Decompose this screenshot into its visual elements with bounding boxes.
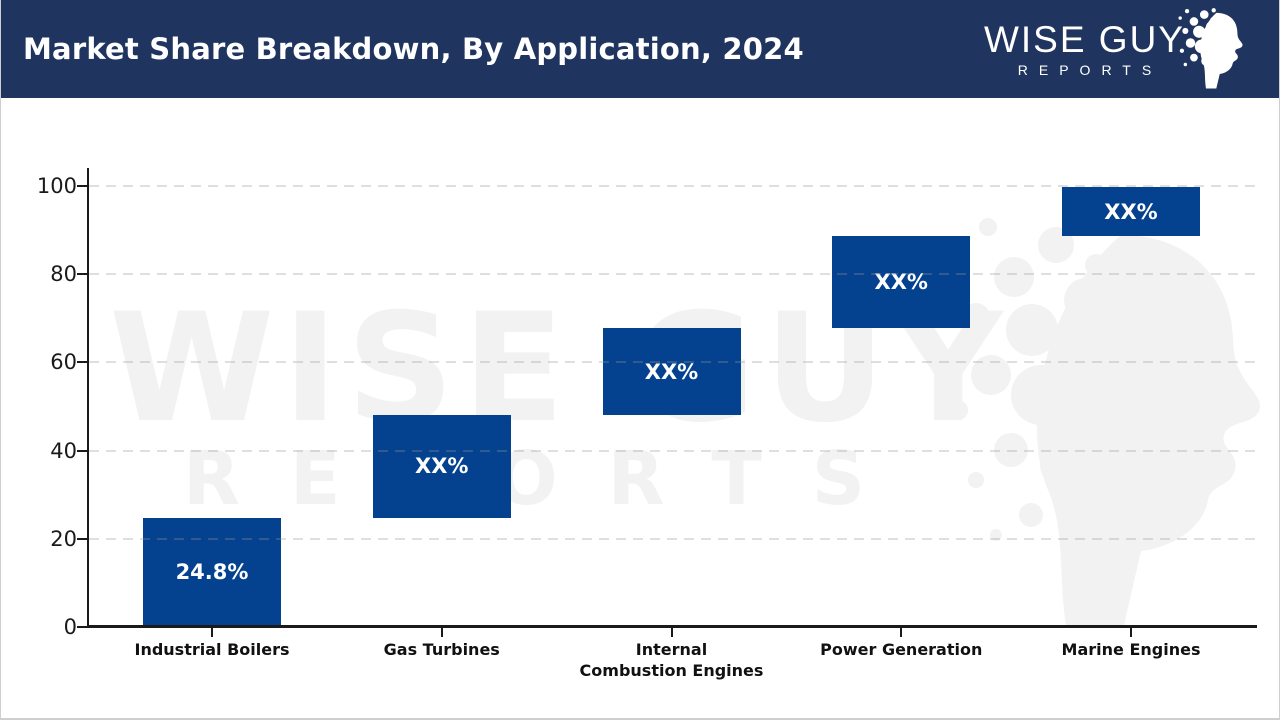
x-category-label: Gas Turbines xyxy=(383,640,500,659)
x-axis-tick xyxy=(670,628,673,637)
logo-text: WISE GUY REPORTS xyxy=(984,21,1185,77)
bar: 24.8% xyxy=(143,517,281,627)
gridline xyxy=(89,361,1256,364)
y-tick-label: 0 xyxy=(63,615,77,639)
y-tick-label: 80 xyxy=(50,262,77,287)
y-axis-line xyxy=(87,168,89,627)
bar: XX% xyxy=(1062,186,1200,237)
gridline xyxy=(89,449,1256,452)
logo-subtext: REPORTS xyxy=(1017,62,1163,78)
watermark-head-icon xyxy=(948,214,1261,625)
x-category-label: Industrial Boilers xyxy=(134,640,290,659)
x-category-label: Marine Engines xyxy=(1061,640,1201,659)
gridline xyxy=(89,537,1256,540)
bar: XX% xyxy=(602,328,741,416)
bar-value-label: 24.8% xyxy=(175,560,249,585)
page-title: Market Share Breakdown, By Application, … xyxy=(23,32,804,66)
bar-value-label: XX% xyxy=(874,270,928,295)
x-category-label: Power Generation xyxy=(820,640,983,659)
bar: XX% xyxy=(832,236,971,328)
gridline xyxy=(89,185,1256,187)
watermark-subtext: REPORTS xyxy=(183,436,916,522)
bar-value-label: XX% xyxy=(644,359,699,384)
x-category-label: Internal Combustion Engines xyxy=(579,640,764,680)
y-tick-label: 20 xyxy=(50,526,77,551)
y-axis-tick xyxy=(77,185,87,187)
y-tick-label: 60 xyxy=(50,350,77,375)
x-axis-tick xyxy=(900,628,903,637)
x-axis-line xyxy=(87,625,1257,628)
wise-guy-reports-logo: WISE GUY REPORTS xyxy=(984,6,1251,92)
y-axis-tick xyxy=(77,626,87,628)
gridline xyxy=(89,273,1256,276)
logo-face-icon xyxy=(1178,8,1243,89)
y-axis-tick xyxy=(77,273,87,276)
x-axis-tick xyxy=(1130,628,1132,637)
y-axis-tick xyxy=(77,449,87,452)
bar-value-label: XX% xyxy=(415,454,469,479)
x-axis-tick xyxy=(440,628,443,637)
y-axis-tick xyxy=(77,537,87,540)
bar: XX% xyxy=(372,415,511,518)
y-axis-tick xyxy=(77,361,87,364)
logo-wordmark: WISE GUY xyxy=(983,19,1185,60)
y-tick-label: 40 xyxy=(50,438,77,463)
header-bar: Market Share Breakdown, By Application, … xyxy=(1,0,1279,98)
y-tick-label: 100 xyxy=(36,174,77,198)
x-axis-tick xyxy=(211,628,213,637)
bar-value-label: XX% xyxy=(1104,199,1158,224)
